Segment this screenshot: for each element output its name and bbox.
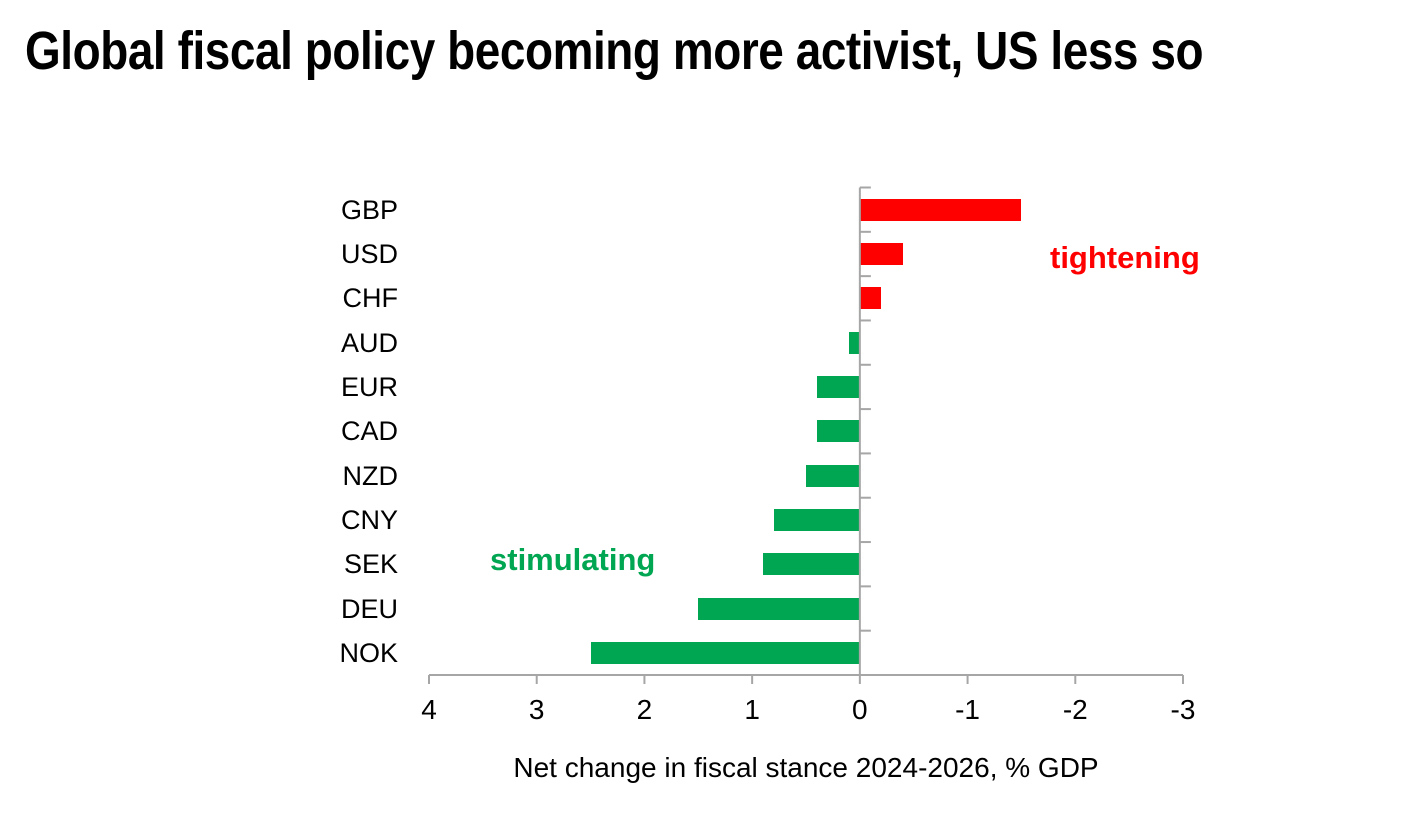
x-tick-label-4: 4 — [421, 694, 437, 725]
x-tick-label-3: 3 — [528, 694, 545, 725]
y-axis-label-nok: NOK — [339, 637, 398, 668]
y-axis-label-gbp: GBP — [340, 194, 398, 225]
y-axis-label-cad: CAD — [340, 416, 398, 447]
chart-title: Global fiscal policy becoming more activ… — [25, 21, 1204, 81]
y-axis-label-deu: DEU — [340, 593, 398, 624]
bar-cny — [773, 508, 860, 531]
bar-nok — [590, 641, 860, 664]
annotation-tightening: tightening — [1050, 240, 1200, 275]
y-axis-label-sek: SEK — [343, 549, 398, 580]
bar-chf — [859, 287, 882, 310]
y-axis-label-chf: CHF — [342, 283, 399, 314]
bar-aud — [849, 331, 860, 354]
annotation-stimulating: stimulating — [490, 542, 656, 577]
x-tick-label-0: 0 — [852, 694, 868, 725]
y-axis-label-nzd: NZD — [342, 460, 399, 491]
bar-gbp — [859, 198, 1022, 221]
x-axis-title: Net change in fiscal stance 2024-2026, %… — [513, 752, 1099, 783]
bar-eur — [816, 375, 860, 398]
bar-usd — [859, 242, 903, 265]
x-tick-label--2: -2 — [1062, 694, 1088, 725]
x-tick-label-1: 1 — [744, 694, 760, 725]
x-tick-label--3: -3 — [1170, 694, 1196, 725]
x-tick-label--1: -1 — [955, 694, 981, 725]
y-axis-label-aud: AUD — [340, 327, 398, 358]
y-axis-label-eur: EUR — [340, 371, 398, 402]
y-axis-label-cny: CNY — [340, 504, 398, 535]
x-tick-label-2: 2 — [636, 694, 653, 725]
bar-deu — [698, 597, 860, 620]
bar-nzd — [806, 464, 860, 487]
bar-cad — [816, 420, 860, 443]
y-axis-label-usd: USD — [340, 238, 398, 269]
bar-sek — [762, 553, 860, 576]
